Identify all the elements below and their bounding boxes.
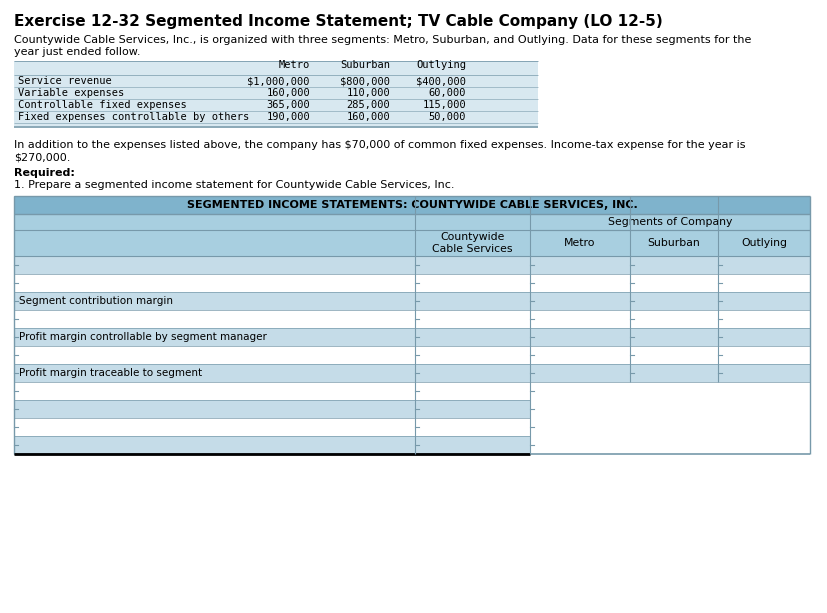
Text: 115,000: 115,000 <box>423 100 466 110</box>
Bar <box>14 196 810 214</box>
Bar <box>14 364 810 382</box>
Bar <box>530 400 810 418</box>
Text: Countywide
Cable Services: Countywide Cable Services <box>433 232 513 254</box>
Bar <box>14 382 530 400</box>
Bar <box>530 436 810 454</box>
Text: 1. Prepare a segmented income statement for Countywide Cable Services, Inc.: 1. Prepare a segmented income statement … <box>14 180 455 190</box>
Bar <box>14 418 530 436</box>
Bar <box>14 328 810 346</box>
Text: In addition to the expenses listed above, the company has $70,000 of common fixe: In addition to the expenses listed above… <box>14 140 745 150</box>
Text: Profit margin controllable by segment manager: Profit margin controllable by segment ma… <box>19 332 267 342</box>
Bar <box>14 292 810 310</box>
Text: $1,000,000: $1,000,000 <box>247 76 310 86</box>
Text: Controllable fixed expenses: Controllable fixed expenses <box>18 100 187 110</box>
Bar <box>14 400 530 418</box>
Text: $270,000.: $270,000. <box>14 152 70 162</box>
Text: Fixed expenses controllable by others: Fixed expenses controllable by others <box>18 112 249 122</box>
Text: $400,000: $400,000 <box>416 76 466 86</box>
Text: 50,000: 50,000 <box>428 112 466 122</box>
Text: Suburban: Suburban <box>648 238 700 248</box>
Text: 365,000: 365,000 <box>266 100 310 110</box>
Bar <box>14 310 810 328</box>
Text: Metro: Metro <box>564 238 595 248</box>
Text: Exercise 12-32 Segmented Income Statement; TV Cable Company (LO 12-5): Exercise 12-32 Segmented Income Statemen… <box>14 14 662 29</box>
Text: 190,000: 190,000 <box>266 112 310 122</box>
Bar <box>14 346 810 364</box>
Text: 160,000: 160,000 <box>266 88 310 98</box>
Text: Segments of Company: Segments of Company <box>608 217 732 227</box>
Text: Service revenue: Service revenue <box>18 76 112 86</box>
Text: 60,000: 60,000 <box>428 88 466 98</box>
Text: Outlying: Outlying <box>416 59 466 69</box>
Text: $800,000: $800,000 <box>340 76 390 86</box>
Text: Segment contribution margin: Segment contribution margin <box>19 296 173 306</box>
Text: Required:: Required: <box>14 168 75 178</box>
Text: Variable expenses: Variable expenses <box>18 88 124 98</box>
Text: 285,000: 285,000 <box>347 100 390 110</box>
Text: Suburban: Suburban <box>340 59 390 69</box>
Bar <box>14 256 810 274</box>
Text: Profit margin traceable to segment: Profit margin traceable to segment <box>19 368 202 378</box>
Bar <box>530 418 810 436</box>
Text: SEGMENTED INCOME STATEMENTS: COUNTYWIDE CABLE SERVICES, INC.: SEGMENTED INCOME STATEMENTS: COUNTYWIDE … <box>187 200 638 210</box>
Text: 160,000: 160,000 <box>347 112 390 122</box>
Bar <box>14 274 810 292</box>
Text: Metro: Metro <box>279 59 310 69</box>
Bar <box>530 382 810 400</box>
Bar <box>14 230 810 256</box>
Text: Outlying: Outlying <box>741 238 787 248</box>
Text: Countywide Cable Services, Inc., is organized with three segments: Metro, Suburb: Countywide Cable Services, Inc., is orga… <box>14 35 752 45</box>
Bar <box>14 61 538 126</box>
Text: 110,000: 110,000 <box>347 88 390 98</box>
Text: year just ended follow.: year just ended follow. <box>14 47 141 57</box>
Bar <box>14 436 530 454</box>
Bar <box>14 214 810 230</box>
